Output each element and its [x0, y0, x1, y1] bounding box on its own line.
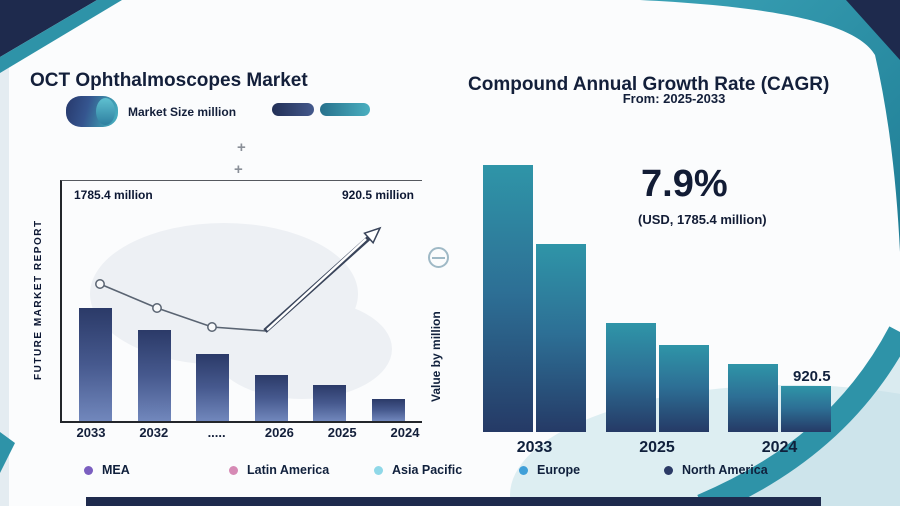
- market-size-endpoints: 1785.4 million 920.5 million: [74, 188, 414, 202]
- scale-pill-navy-decoration: [272, 103, 314, 116]
- x-axis-label: .....: [207, 425, 226, 440]
- left-chart-title: OCT Ophthalmoscopes Market: [30, 69, 308, 91]
- legend-label: Latin America: [247, 463, 330, 477]
- market-size-legend: Market Size million: [66, 96, 236, 127]
- x-axis-label: 2026: [264, 425, 294, 440]
- x-axis-label: 2032: [139, 425, 169, 440]
- market-size-chart: [60, 180, 422, 423]
- market-size-bar: [254, 375, 288, 421]
- legend-label: Europe: [537, 463, 581, 477]
- future-market-report-label: FUTURE MARKET REPORT: [33, 219, 44, 381]
- legend-item: Latin America: [229, 463, 374, 477]
- x-axis-label: 2025: [327, 425, 357, 440]
- cagr-title: Compound Annual Growth Rate (CAGR): [468, 73, 830, 95]
- cagr-bar-group: 2024: [728, 160, 831, 456]
- market-size-bar: [313, 385, 347, 421]
- chart-legend: MEA Latin America Asia Pacific Europe North …: [84, 463, 809, 477]
- trend-arrow: [95, 226, 382, 333]
- cagr-chart: 2033 2025 2024: [483, 160, 831, 456]
- value-2033: 1785.4 million: [74, 188, 153, 202]
- cagr-bar: [728, 364, 778, 432]
- cagr-bar-group: 2025: [605, 160, 709, 456]
- legend-item: North America: [664, 463, 809, 477]
- legend-item: Europe: [519, 463, 664, 477]
- cagr-bar: [483, 165, 533, 432]
- x-axis-label: 2024: [761, 439, 798, 456]
- market-size-legend-label: Market Size million: [128, 104, 237, 119]
- cagr-bar: [781, 385, 831, 432]
- x-axis-label: 2033: [516, 439, 553, 456]
- market-size-x-axis: 2033 2032..... 2026 2025 2024: [60, 425, 436, 440]
- market-size-bar: [79, 308, 112, 421]
- cagr-value: 7.9%: [641, 163, 728, 205]
- market-size-icon: [66, 96, 118, 127]
- legend-item: Asia Pacific: [374, 463, 519, 477]
- x-axis-label: 2024: [390, 425, 420, 440]
- x-axis-label: 2033: [76, 425, 106, 440]
- minus-circle-icon: [428, 247, 449, 268]
- cagr-bar-group: 2033: [483, 160, 586, 456]
- value-by-million-label: Value by million: [429, 311, 443, 403]
- cloud-decoration: [212, 299, 392, 399]
- legend-dot: [84, 465, 93, 475]
- cagr-bar: [658, 344, 709, 432]
- legend-dot: [519, 465, 528, 475]
- value-2024: 920.5 million: [341, 188, 414, 202]
- plus-decoration: +: [237, 139, 246, 156]
- market-size-bar: [196, 353, 230, 421]
- cagr-detail: (USD, 1785.4 million): [638, 212, 767, 227]
- legend-label: North America: [682, 463, 768, 477]
- market-size-bar: [137, 329, 171, 421]
- legend-dot: [374, 465, 383, 475]
- cagr-bar: [605, 323, 656, 432]
- value-callout-2024: 920.5: [793, 368, 831, 385]
- legend-label: Asia Pacific: [392, 463, 463, 477]
- x-axis-label: 2025: [639, 439, 675, 456]
- market-size-bar: [371, 399, 405, 421]
- legend-dot: [664, 465, 673, 475]
- legend-dot: [229, 465, 238, 475]
- scale-pill-teal-decoration: [320, 103, 370, 116]
- plus-decoration: +: [234, 161, 243, 178]
- legend-label: MEA: [102, 463, 130, 477]
- market-size-bars: [62, 181, 422, 421]
- cagr-subtitle: From: 2025-2033: [622, 91, 726, 106]
- cagr-bar: [536, 244, 586, 432]
- legend-item: MEA: [84, 463, 229, 477]
